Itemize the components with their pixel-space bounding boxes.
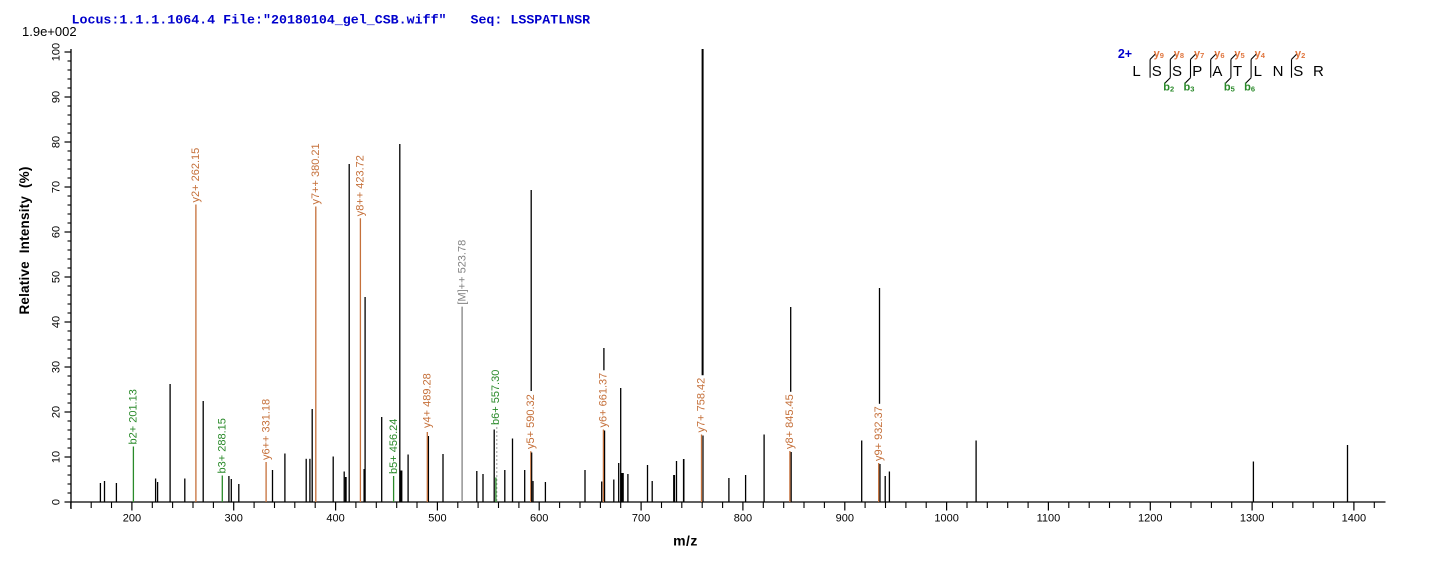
- svg-text:P: P: [1192, 63, 1202, 80]
- svg-text:b5+ 456.24: b5+ 456.24: [388, 419, 400, 474]
- svg-text:b3: b3: [1184, 82, 1195, 94]
- svg-text:N: N: [1273, 63, 1284, 80]
- svg-text:L: L: [1254, 63, 1262, 80]
- svg-text:y7+ 758.42: y7+ 758.42: [696, 378, 708, 433]
- svg-text:y2: y2: [1295, 48, 1305, 60]
- svg-text:400: 400: [326, 513, 344, 525]
- svg-text:y6+ 661.37: y6+ 661.37: [598, 373, 610, 428]
- svg-text:70: 70: [51, 181, 63, 193]
- svg-text:300: 300: [225, 513, 243, 525]
- svg-text:900: 900: [836, 513, 854, 525]
- svg-text:y7++ 380.21: y7++ 380.21: [310, 143, 322, 204]
- svg-text:y4: y4: [1255, 48, 1266, 60]
- svg-text:1300: 1300: [1240, 513, 1264, 525]
- svg-text:30: 30: [51, 361, 63, 373]
- svg-text:y9: y9: [1154, 48, 1164, 60]
- svg-text:700: 700: [632, 513, 650, 525]
- svg-text:50: 50: [51, 271, 63, 283]
- svg-text:1100: 1100: [1037, 513, 1061, 525]
- svg-text:600: 600: [530, 513, 548, 525]
- svg-text:T: T: [1233, 63, 1242, 80]
- svg-text:1400: 1400: [1342, 513, 1366, 525]
- svg-text:80: 80: [51, 136, 63, 148]
- svg-text:y8++ 423.72: y8++ 423.72: [355, 155, 367, 216]
- svg-text:y5: y5: [1234, 48, 1244, 60]
- svg-text:200: 200: [123, 513, 141, 525]
- svg-text:y9+ 932.37: y9+ 932.37: [873, 406, 885, 461]
- svg-text:m/z: m/z: [673, 533, 698, 549]
- svg-text:S: S: [1293, 63, 1303, 80]
- svg-text:100: 100: [51, 43, 63, 61]
- svg-text:y7: y7: [1194, 48, 1204, 60]
- svg-text:10: 10: [51, 451, 63, 463]
- svg-text:1000: 1000: [934, 513, 958, 525]
- svg-text:1200: 1200: [1138, 513, 1162, 525]
- svg-text:40: 40: [51, 316, 63, 328]
- svg-text:y5+ 590.32: y5+ 590.32: [525, 394, 537, 449]
- svg-text:L: L: [1132, 63, 1140, 80]
- svg-text:y6: y6: [1214, 48, 1224, 60]
- svg-text:A: A: [1212, 63, 1222, 80]
- svg-text:20: 20: [51, 406, 63, 418]
- svg-text:b2+ 201.13: b2+ 201.13: [128, 389, 140, 444]
- svg-text:y4+ 489.28: y4+ 489.28: [422, 373, 434, 428]
- svg-text:b3+ 288.15: b3+ 288.15: [217, 418, 229, 473]
- svg-text:y8: y8: [1174, 48, 1184, 60]
- svg-text:60: 60: [51, 226, 63, 238]
- svg-text:800: 800: [734, 513, 752, 525]
- svg-text:b5: b5: [1224, 82, 1235, 94]
- svg-text:500: 500: [428, 513, 446, 525]
- svg-text:90: 90: [51, 91, 63, 103]
- svg-text:b2: b2: [1163, 82, 1174, 94]
- svg-text:R: R: [1313, 63, 1324, 80]
- svg-text:y2+ 262.15: y2+ 262.15: [190, 148, 202, 203]
- svg-text:0: 0: [51, 499, 63, 505]
- svg-text:2+: 2+: [1118, 47, 1132, 61]
- svg-text:[M]++ 523.78: [M]++ 523.78: [456, 240, 468, 305]
- svg-text:Locus:1.1.1.1064.4 File:"20180: Locus:1.1.1.1064.4 File:"20180104_gel_CS…: [72, 13, 591, 28]
- svg-text:1.9e+002: 1.9e+002: [22, 24, 77, 39]
- svg-text:y6++ 331.18: y6++ 331.18: [260, 399, 272, 460]
- svg-text:b6: b6: [1244, 82, 1255, 94]
- svg-text:y8+ 845.45: y8+ 845.45: [784, 394, 796, 449]
- svg-text:Relative Intensity (%): Relative Intensity (%): [17, 166, 32, 314]
- svg-text:S: S: [1152, 63, 1162, 80]
- svg-text:b6+ 557.30: b6+ 557.30: [490, 370, 502, 425]
- svg-text:S: S: [1172, 63, 1182, 80]
